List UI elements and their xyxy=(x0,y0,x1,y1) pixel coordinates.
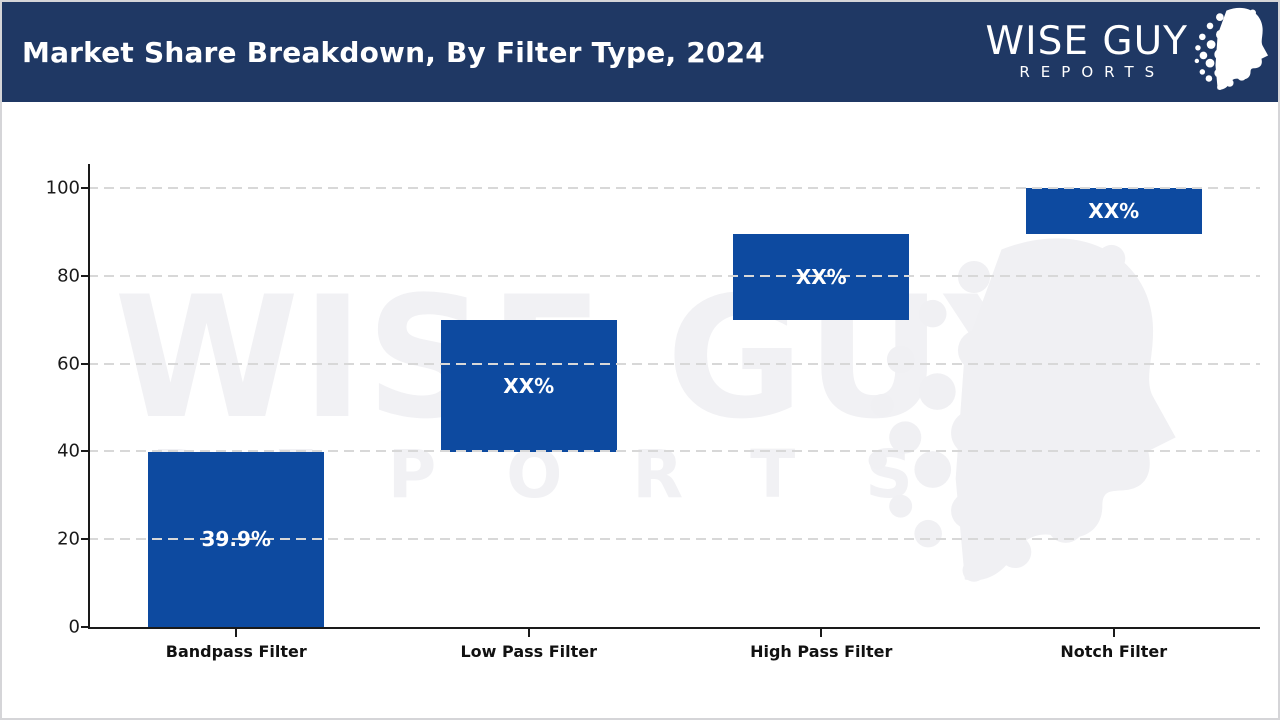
bar-value-label: XX% xyxy=(503,373,555,398)
x-category-label: High Pass Filter xyxy=(750,642,893,661)
y-tick-mark xyxy=(81,538,89,541)
gridline-60 xyxy=(88,362,1260,365)
x-category-label: Low Pass Filter xyxy=(460,642,598,661)
bar-notch-filter xyxy=(1025,188,1202,235)
y-tick-label: 60 xyxy=(57,353,80,375)
y-tick-mark xyxy=(81,450,89,453)
y-axis-line xyxy=(88,164,90,629)
x-tick-mark xyxy=(1112,629,1115,637)
y-tick-mark xyxy=(81,187,89,189)
y-tick-label: 20 xyxy=(57,528,80,550)
gridline-20 xyxy=(88,538,1260,541)
x-tick-mark xyxy=(820,629,823,637)
bar-value-label: XX% xyxy=(795,265,847,290)
page-title: Market Share Breakdown, By Filter Type, … xyxy=(22,35,765,69)
wise-guy-logo: WISE GUY REPORTS xyxy=(986,4,1278,100)
y-tick-mark xyxy=(81,362,89,365)
y-tick-label: 0 xyxy=(68,616,80,638)
bar-high-pass-filter xyxy=(733,234,910,321)
x-category-label: Notch Filter xyxy=(1060,642,1168,661)
y-tick-mark xyxy=(81,626,89,628)
bar-value-label: XX% xyxy=(1088,199,1140,224)
header-bar: Market Share Breakdown, By Filter Type, … xyxy=(2,2,1278,102)
watermark-dotted-head-icon xyxy=(864,222,1194,611)
y-tick-label: 80 xyxy=(57,265,80,287)
x-tick-mark xyxy=(527,629,530,637)
gridline-80 xyxy=(88,274,1260,277)
x-axis-line xyxy=(88,627,1260,629)
dotted-head-profile-icon xyxy=(1190,4,1276,100)
y-tick-label: 40 xyxy=(57,440,80,462)
x-category-label: Bandpass Filter xyxy=(165,642,307,661)
gridline-40 xyxy=(88,450,1260,453)
y-tick-mark xyxy=(81,274,89,277)
waterfall-chart: WISE GUY REPORTS 39.9% XX% XX% XX% Bandpass… xyxy=(2,102,1278,718)
bar-low-pass-filter xyxy=(440,320,617,452)
logo-wordmark: WISE GUY REPORTS xyxy=(986,22,1188,82)
x-tick-mark xyxy=(235,629,238,637)
logo-name-text: WISE GUY xyxy=(985,19,1188,64)
bar-value-label: 39.9% xyxy=(201,527,271,552)
gridline-100 xyxy=(88,187,1260,189)
logo-sub-text: REPORTS xyxy=(1019,63,1166,81)
y-tick-label: 100 xyxy=(45,177,80,199)
